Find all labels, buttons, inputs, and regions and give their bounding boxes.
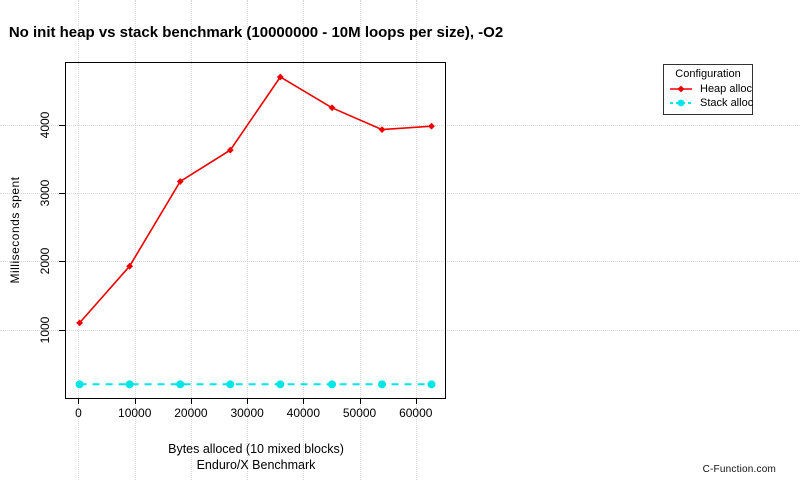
y-tick-mark bbox=[59, 124, 65, 126]
legend-label-stack: Stack alloc bbox=[700, 97, 754, 109]
x-tick-label: 50000 bbox=[342, 406, 377, 420]
legend: Configuration Heap alloc Stack alloc bbox=[663, 64, 753, 115]
x-tick-label: 0 bbox=[75, 406, 82, 420]
gridline-vertical bbox=[78, 0, 80, 480]
y-tick-label: 3000 bbox=[38, 179, 52, 207]
y-tick-mark bbox=[59, 261, 65, 263]
legend-item-stack-alloc: Stack alloc bbox=[664, 96, 754, 110]
plot-area bbox=[65, 62, 446, 399]
x-tick-mark bbox=[134, 399, 136, 404]
stack-dashed-line-marker-icon bbox=[670, 99, 692, 107]
y-tick-label: 2000 bbox=[38, 248, 52, 275]
legend-item-heap-alloc: Heap alloc bbox=[664, 82, 752, 96]
y-axis-label: Milliseconds spent bbox=[8, 176, 22, 284]
x-tick-mark bbox=[303, 399, 305, 404]
x-tick-mark bbox=[78, 399, 80, 404]
gridline-horizontal bbox=[0, 329, 800, 331]
y-tick-label: 1000 bbox=[38, 316, 52, 344]
x-tick-label: 10000 bbox=[118, 406, 152, 420]
x-tick-mark bbox=[190, 399, 192, 404]
heap-line-marker-icon bbox=[670, 85, 692, 93]
x-axis-label: Bytes alloced (10 mixed blocks) bbox=[168, 442, 344, 456]
x-tick-mark bbox=[415, 399, 417, 404]
x-axis-sublabel: Enduro/X Benchmark bbox=[196, 458, 316, 472]
x-tick-label: 60000 bbox=[399, 406, 433, 420]
x-tick-label: 30000 bbox=[230, 406, 264, 420]
y-tick-mark bbox=[59, 329, 65, 331]
x-tick-label: 40000 bbox=[286, 406, 321, 420]
y-tick-mark bbox=[59, 193, 65, 195]
y-tick-label: 4000 bbox=[38, 111, 52, 139]
x-tick-mark bbox=[359, 399, 361, 404]
legend-label-heap: Heap alloc bbox=[700, 83, 752, 95]
x-tick-label: 20000 bbox=[174, 406, 208, 420]
chart-title: No init heap vs stack benchmark (1000000… bbox=[8, 24, 504, 41]
x-tick-mark bbox=[247, 399, 249, 404]
legend-title: Configuration bbox=[675, 68, 741, 80]
watermark: C-Function.com bbox=[702, 464, 776, 475]
